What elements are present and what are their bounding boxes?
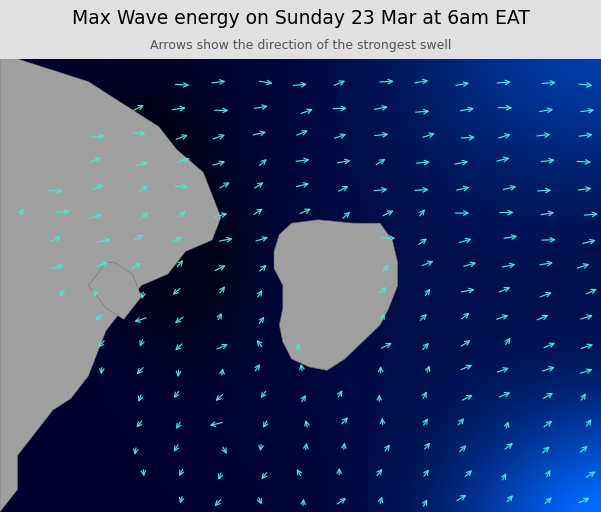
Polygon shape <box>274 220 398 370</box>
Polygon shape <box>0 59 221 512</box>
Text: Arrows show the direction of the strongest swell: Arrows show the direction of the stronge… <box>150 39 451 52</box>
Text: Max Wave energy on Sunday 23 Mar at 6am EAT: Max Wave energy on Sunday 23 Mar at 6am … <box>72 9 529 28</box>
Polygon shape <box>88 263 141 319</box>
